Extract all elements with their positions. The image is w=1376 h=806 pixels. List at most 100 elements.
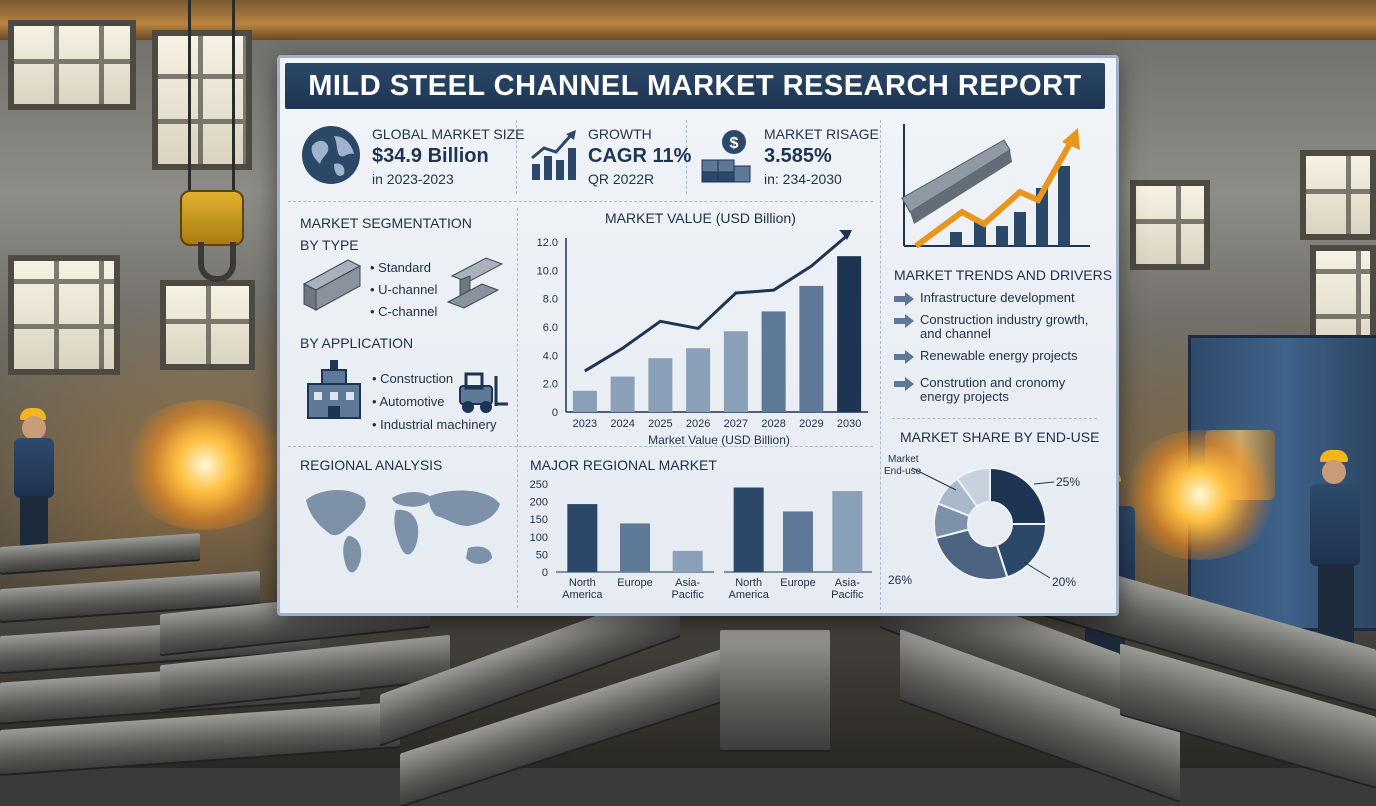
x-tick-label: 2023: [573, 418, 597, 430]
y-tick-label: 12.0: [537, 237, 558, 249]
y-tick-label: 4.0: [543, 350, 558, 362]
market-share-title: MARKET SHARE BY END-USE: [900, 429, 1100, 445]
bar: [686, 348, 711, 412]
bar: [620, 523, 650, 572]
x-tick-label: Pacific: [671, 589, 704, 601]
y-tick-label: 0: [552, 407, 558, 419]
divider: [880, 120, 881, 610]
bar: [572, 390, 597, 412]
trends-heading: MARKET TRENDS AND DRIVERS: [894, 267, 1113, 283]
y-tick-label: 250: [530, 479, 548, 491]
x-tick-label: 2028: [761, 418, 785, 430]
x-tick-label: Europe: [617, 577, 652, 589]
trend-item: Constrution and cronomy: [920, 375, 1066, 390]
x-tick-label: America: [728, 589, 769, 601]
market-size-label: GLOBAL MARKET SIZE: [372, 126, 525, 142]
y-tick-label: 8.0: [543, 294, 558, 306]
y-tick-label: 6.0: [543, 322, 558, 334]
factory-window: [1300, 150, 1376, 240]
crane-hook: [198, 242, 236, 282]
divider: [516, 120, 517, 194]
x-tick-label: 2026: [686, 418, 710, 430]
pie-slice-label: 20%: [1052, 575, 1076, 589]
trend-item: Construction industry growth,: [920, 312, 1089, 327]
bar: [648, 358, 673, 412]
x-tick-label: 2024: [610, 418, 634, 430]
bar: [761, 311, 786, 412]
crane-cable: [232, 0, 235, 195]
factory-window: [1130, 180, 1210, 270]
arrow-right-icon: [894, 292, 914, 306]
y-tick-label: 10.0: [537, 265, 558, 277]
x-tick-label: 2027: [724, 418, 748, 430]
factory-icon: [307, 360, 361, 419]
market-value-chart-title: MARKET VALUE (USD Billion): [605, 210, 796, 226]
divider: [686, 120, 687, 194]
bar: [610, 376, 635, 412]
x-tick-label: Asia-: [835, 577, 860, 589]
divider: [517, 208, 518, 608]
risage-value: 3.585%: [764, 145, 832, 167]
trend-arrow-icon: [901, 124, 1090, 249]
pie-slice-label: 26%: [888, 573, 912, 587]
welding-sparks: [120, 400, 290, 530]
trend-item: and channel: [920, 326, 991, 341]
factory-window: [160, 280, 255, 370]
x-tick-label: America: [562, 589, 603, 601]
arrow-right-icon: [894, 314, 914, 328]
divider: [288, 201, 873, 202]
by-type-heading: BY TYPE: [300, 237, 359, 253]
type-item: • Standard: [370, 260, 431, 275]
pie-slice: [934, 528, 1009, 581]
x-tick-label: 2025: [648, 418, 672, 430]
factory-window: [8, 20, 136, 110]
welding-sparks: [1120, 430, 1280, 560]
bar: [837, 256, 862, 412]
x-tick-label: Europe: [780, 577, 815, 589]
segmentation-heading: MARKET SEGMENTATION: [300, 215, 472, 231]
growth-label: GROWTH: [588, 126, 652, 142]
bar: [783, 511, 813, 572]
bar: [723, 331, 748, 412]
risage-sub: in: 234-2030: [764, 171, 842, 187]
y-tick-label: 50: [536, 549, 548, 561]
trend-item: Infrastructure development: [920, 290, 1075, 305]
report-panel: MILD STEEL CHANNEL MARKET RESEARCH REPOR…: [277, 55, 1119, 616]
divider: [892, 418, 1097, 419]
y-tick-label: 150: [530, 514, 548, 526]
leader-line: [1023, 561, 1051, 579]
channel-beam-icon: [302, 259, 362, 311]
money-cubes-icon: $: [701, 130, 751, 183]
arrow-right-icon: [894, 377, 914, 391]
divider: [288, 446, 873, 447]
x-tick-label: North: [569, 577, 596, 589]
y-tick-label: 200: [530, 497, 548, 509]
pie-center-label: End-use: [884, 466, 922, 477]
leader-line: [1033, 481, 1055, 485]
title-bar: MILD STEEL CHANNEL MARKET RESEARCH REPOR…: [285, 63, 1105, 109]
regional-analysis-heading: REGIONAL ANALYSIS: [300, 457, 443, 473]
x-axis-label: Market Value (USD Billion): [648, 433, 790, 447]
y-tick-label: 2.0: [543, 379, 558, 391]
crane-hook: [180, 190, 244, 246]
crane-cable: [188, 0, 191, 195]
growth-value: CAGR 11%: [588, 145, 692, 167]
by-application-heading: BY APPLICATION: [300, 335, 414, 351]
bar: [799, 285, 824, 412]
regional-chart-title: MAJOR REGIONAL MARKET: [530, 457, 717, 473]
trend-item: energy projects: [920, 389, 1009, 404]
application-item: • Automotive: [372, 394, 445, 409]
x-tick-label: Pacific: [831, 589, 864, 601]
x-tick-label: 2029: [799, 418, 823, 430]
factory-window: [152, 30, 252, 170]
x-tick-label: 2030: [837, 418, 861, 430]
market-value-chart: 0 2.0 4.0 6.0 8.0 10.0 12.0 2023 2024 2025 2026 202…: [537, 230, 868, 447]
x-tick-label: North: [735, 577, 762, 589]
factory-window: [8, 255, 120, 375]
risage-label: MARKET RISAGE: [764, 126, 879, 142]
pie-slice: [989, 466, 1048, 525]
globe-icon: [302, 126, 360, 184]
bar: [567, 504, 598, 572]
